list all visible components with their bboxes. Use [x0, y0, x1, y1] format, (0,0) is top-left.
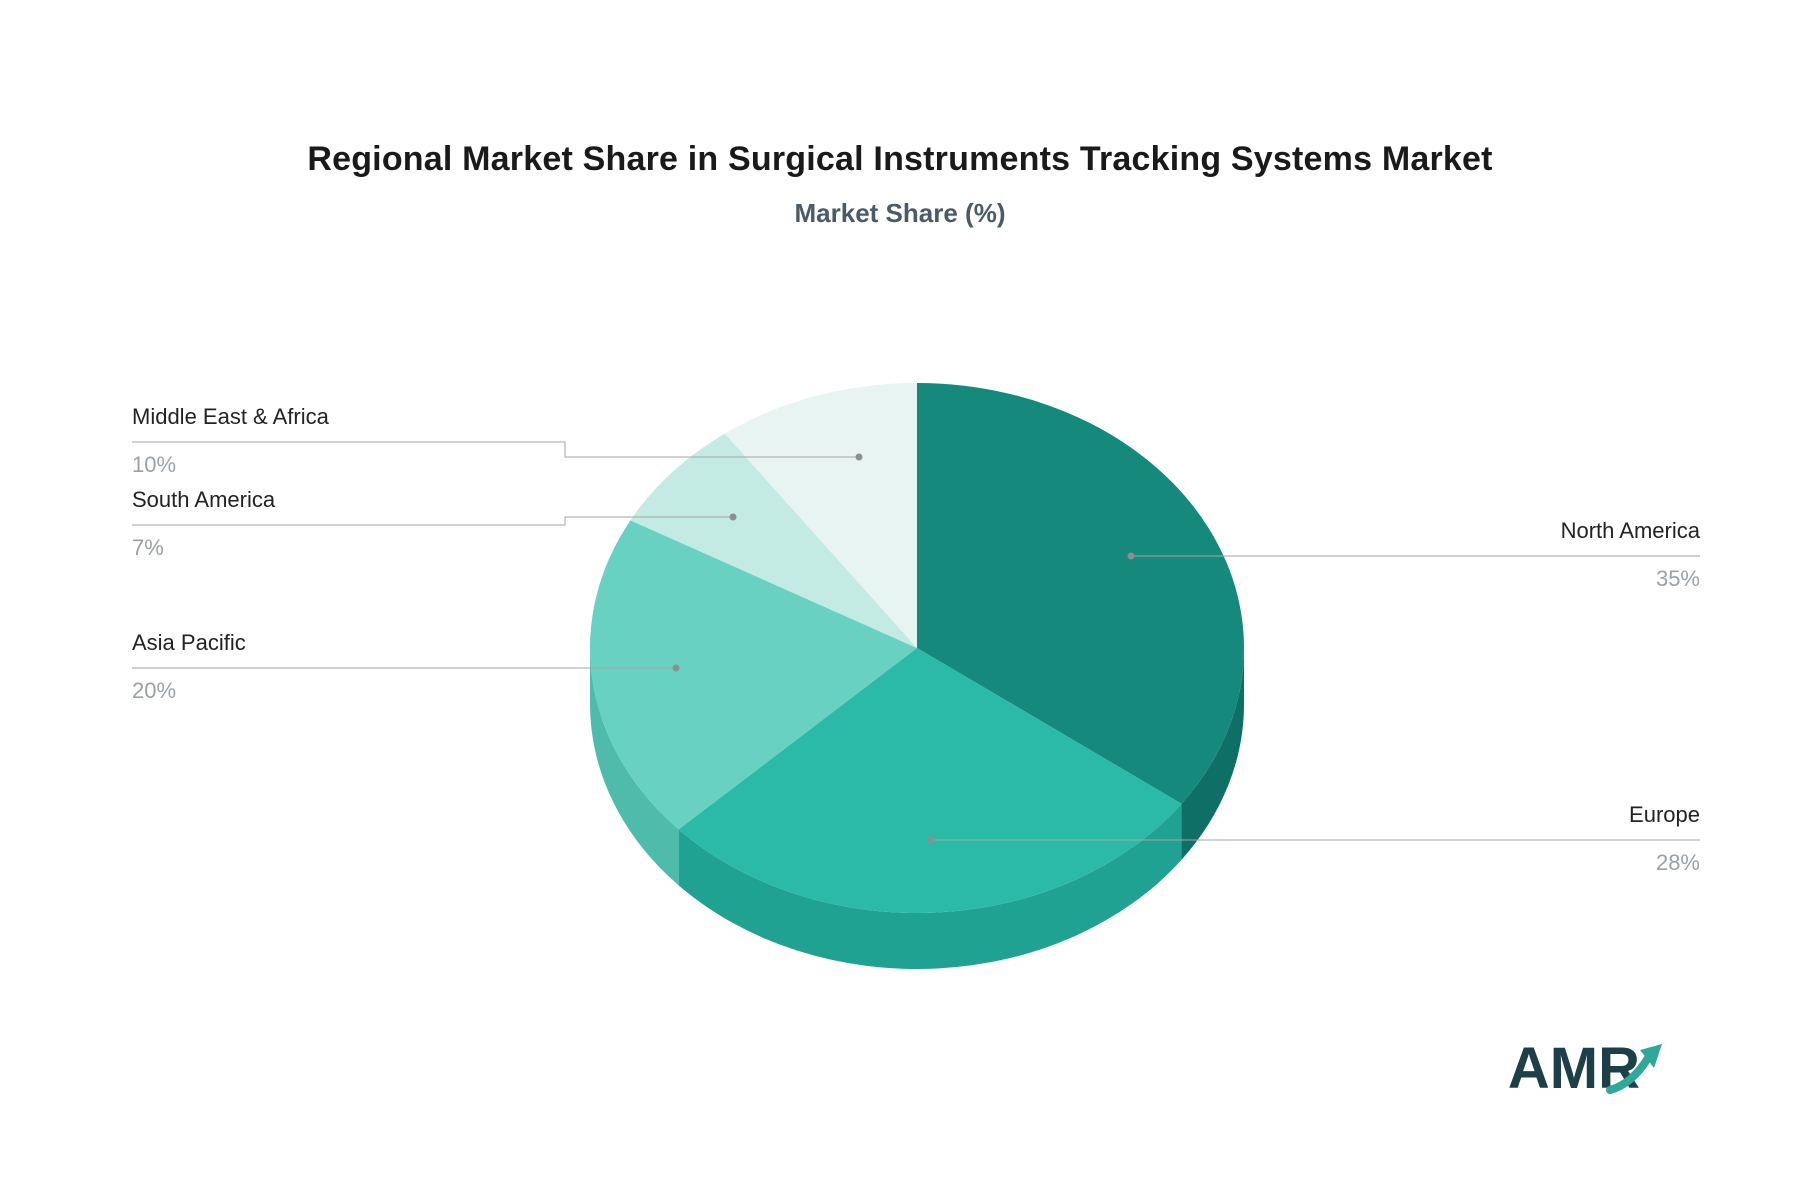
slice-label-middle-east-africa: Middle East & Africa 10%	[132, 404, 329, 478]
pie-slice-middle-east-africa[interactable]	[724, 383, 917, 648]
pie-slice-north-america[interactable]	[917, 383, 1244, 804]
amr-logo: AMR	[1508, 1040, 1670, 1098]
pie-slice-south-america[interactable]	[630, 433, 917, 648]
leader-line-middle-east-africa	[132, 441, 859, 458]
leader-line-south-america	[132, 516, 733, 526]
pie-slice-rim-asia-pacific	[590, 648, 679, 886]
leader-dot-north-america	[1127, 552, 1135, 560]
slice-label-asia-pacific: Asia Pacific 20%	[132, 630, 246, 704]
leader-dot-middle-east-africa	[855, 453, 863, 461]
slice-label-south-america: South America 7%	[132, 487, 275, 561]
slice-label-north-america: North America 35%	[1561, 518, 1700, 592]
chart-title: Regional Market Share in Surgical Instru…	[307, 140, 1493, 178]
pie-slice-europe[interactable]	[678, 648, 1182, 913]
slice-value-text: 10%	[132, 452, 177, 477]
logo-arrow-icon	[1606, 1044, 1662, 1094]
slice-label-text: South America	[132, 487, 276, 512]
slice-label-text: Europe	[1629, 802, 1700, 827]
slice-value-text: 35%	[1655, 566, 1700, 591]
slice-label-text: North America	[1560, 518, 1700, 543]
slice-label-europe: Europe 28%	[1629, 802, 1700, 876]
chart-subtitle: Market Share (%)	[794, 198, 1006, 228]
slice-value-text: 7%	[132, 535, 164, 560]
slice-label-text: Middle East & Africa	[132, 404, 329, 429]
pie-slice-rim-europe	[678, 803, 1182, 969]
leader-dot-europe	[927, 836, 935, 844]
slice-value-text: 20%	[132, 678, 177, 703]
pie-slice-rim-north-america	[1181, 648, 1244, 860]
leader-dot-asia-pacific	[672, 664, 680, 672]
leader-dot-south-america	[729, 513, 737, 521]
slice-label-text: Asia Pacific	[132, 630, 246, 655]
pie-slice-asia-pacific[interactable]	[589, 520, 917, 830]
slice-value-text: 28%	[1655, 850, 1700, 875]
